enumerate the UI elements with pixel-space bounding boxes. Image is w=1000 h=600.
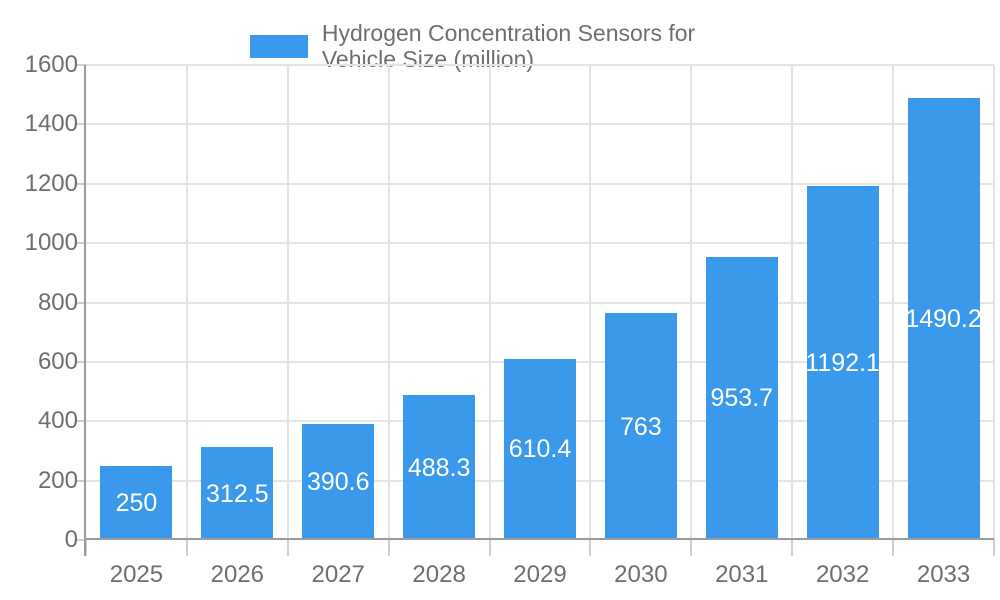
y-axis-label: 1600 bbox=[24, 51, 78, 78]
bar-value-label: 488.3 bbox=[407, 453, 471, 482]
y-axis-label: 0 bbox=[64, 526, 78, 553]
bar-2025[interactable] bbox=[100, 465, 173, 540]
x-axis-label: 2031 bbox=[715, 561, 769, 588]
v-gridline bbox=[488, 65, 491, 540]
y-tick bbox=[76, 360, 86, 363]
x-tick bbox=[286, 540, 289, 556]
x-tick bbox=[85, 540, 87, 556]
bar-value-label: 1490.2 bbox=[905, 304, 982, 333]
legend-swatch bbox=[250, 34, 308, 58]
y-tick bbox=[76, 479, 86, 482]
h-gridline bbox=[86, 242, 994, 245]
x-axis-label: 2029 bbox=[513, 561, 567, 588]
x-axis-label: 2032 bbox=[815, 561, 870, 588]
x-axis-label: 2028 bbox=[412, 561, 466, 588]
bar-2032[interactable] bbox=[806, 186, 879, 540]
x-axis-label: 2027 bbox=[311, 561, 365, 588]
y-tick bbox=[76, 182, 86, 185]
v-gridline bbox=[993, 65, 995, 540]
legend-label: Hydrogen Concentration Sensors for Vehic… bbox=[321, 20, 696, 72]
bar-value-label: 763 bbox=[620, 412, 662, 441]
x-tick bbox=[185, 540, 188, 556]
bar-2031[interactable] bbox=[705, 256, 778, 540]
x-tick bbox=[993, 540, 995, 556]
bar-value-label: 953.7 bbox=[710, 384, 774, 413]
y-tick bbox=[76, 123, 86, 126]
bar-value-label: 312.5 bbox=[206, 479, 269, 508]
v-gridline bbox=[690, 65, 693, 540]
y-axis-label: 200 bbox=[37, 466, 78, 494]
bar-value-label: 610.4 bbox=[508, 435, 572, 464]
v-gridline bbox=[892, 65, 895, 540]
h-gridline bbox=[86, 301, 994, 304]
h-gridline bbox=[86, 123, 994, 126]
v-gridline bbox=[791, 65, 794, 540]
bar-value-label: 1192.1 bbox=[805, 349, 880, 378]
v-gridline bbox=[589, 65, 592, 540]
y-tick bbox=[76, 242, 86, 245]
bar-value-label: 390.6 bbox=[306, 468, 370, 497]
h-gridline bbox=[86, 182, 994, 185]
bar-2033[interactable] bbox=[907, 97, 980, 540]
bar-2028[interactable] bbox=[403, 395, 476, 540]
x-axis-label: 2033 bbox=[916, 561, 971, 588]
bar-2029[interactable] bbox=[504, 358, 576, 540]
x-axis-label: 2026 bbox=[210, 561, 265, 588]
y-axis-label: 1000 bbox=[24, 229, 78, 257]
x-tick bbox=[690, 540, 693, 556]
y-axis-label: 400 bbox=[37, 407, 78, 435]
y-axis-label: 1400 bbox=[24, 110, 78, 138]
y-axis-label: 1200 bbox=[24, 169, 78, 197]
bar-value-label: 250 bbox=[115, 488, 158, 517]
x-tick bbox=[387, 540, 390, 556]
y-tick bbox=[76, 301, 86, 304]
x-axis-label: 2030 bbox=[614, 561, 668, 588]
y-tick bbox=[76, 420, 86, 423]
x-tick bbox=[791, 540, 794, 556]
bar-2030[interactable] bbox=[604, 313, 677, 540]
x-axis-line bbox=[84, 538, 994, 540]
y-tick bbox=[76, 539, 86, 541]
chart-legend[interactable]: Hydrogen Concentration Sensors for Vehic… bbox=[250, 20, 750, 72]
x-tick bbox=[488, 540, 491, 556]
x-axis-label: 2025 bbox=[109, 561, 164, 588]
x-tick bbox=[589, 540, 592, 556]
bar-2026[interactable] bbox=[201, 447, 274, 540]
v-gridline bbox=[185, 65, 188, 540]
y-axis-line bbox=[84, 65, 86, 556]
h-gridline bbox=[86, 64, 994, 66]
bar-2027[interactable] bbox=[302, 424, 375, 540]
v-gridline bbox=[286, 65, 289, 540]
y-axis-label: 800 bbox=[37, 288, 78, 316]
y-tick bbox=[76, 64, 86, 66]
v-gridline bbox=[387, 65, 390, 540]
x-tick bbox=[892, 540, 895, 556]
y-axis-label: 600 bbox=[37, 347, 78, 375]
